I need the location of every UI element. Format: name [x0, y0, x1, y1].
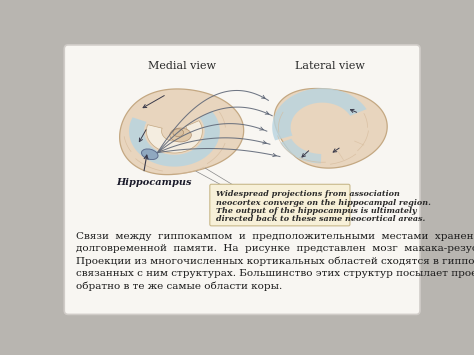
Text: neocortex converge on the hippocampal region.: neocortex converge on the hippocampal re… — [216, 198, 431, 207]
Polygon shape — [119, 89, 244, 175]
Text: Lateral view: Lateral view — [295, 61, 365, 71]
Text: The output of the hippocampus is ultimately: The output of the hippocampus is ultimat… — [216, 207, 417, 215]
Text: Проекции из многочисленных кортикальных областей сходятся в гиппокампе и: Проекции из многочисленных кортикальных … — [76, 257, 474, 266]
Polygon shape — [146, 121, 202, 153]
Text: связанных с ним структурах. Большинство этих структур посылает проекции: связанных с ним структурах. Большинство … — [76, 269, 474, 278]
Text: Widespread projections from association: Widespread projections from association — [216, 190, 400, 198]
Text: Hippocampus: Hippocampus — [116, 178, 191, 187]
Polygon shape — [272, 88, 366, 140]
Text: Связи  между  гиппокампом  и  предположительными  местами  хранения: Связи между гиппокампом и предположитель… — [76, 232, 474, 241]
Ellipse shape — [141, 149, 158, 159]
Polygon shape — [280, 139, 321, 163]
Polygon shape — [129, 111, 220, 166]
Text: обратно в те же самые области коры.: обратно в те же самые области коры. — [76, 281, 282, 291]
Ellipse shape — [173, 129, 183, 137]
Polygon shape — [274, 88, 387, 168]
Text: Medial view: Medial view — [148, 61, 216, 71]
FancyBboxPatch shape — [64, 45, 420, 315]
FancyBboxPatch shape — [210, 184, 350, 226]
Ellipse shape — [170, 128, 191, 142]
Text: долговременной  памяти.  На  рисунке  представлен  мозг  макака-резуса.: долговременной памяти. На рисунке предст… — [76, 244, 474, 253]
Text: directed back to these same neocortical areas.: directed back to these same neocortical … — [216, 215, 425, 223]
